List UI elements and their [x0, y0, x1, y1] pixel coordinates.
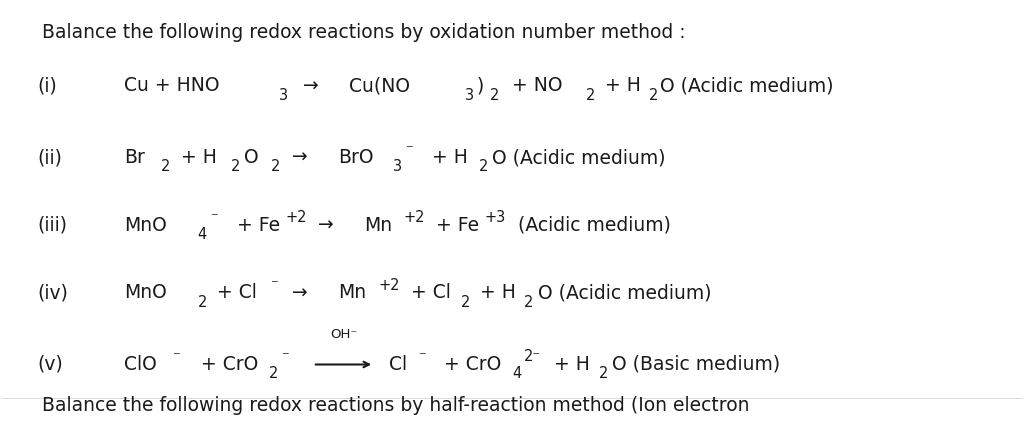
Text: O (Acidic medium): O (Acidic medium): [660, 76, 834, 95]
Text: 2: 2: [198, 295, 207, 309]
Text: 2: 2: [599, 366, 608, 381]
Text: + Fe: + Fe: [430, 215, 479, 235]
Text: +2: +2: [403, 210, 425, 225]
Text: Cu(NO: Cu(NO: [348, 76, 410, 95]
Text: OH⁻: OH⁻: [330, 328, 357, 341]
Text: Balance the following redox reactions by half-reaction method (Ion electron: Balance the following redox reactions by…: [42, 396, 750, 415]
Text: →: →: [318, 215, 334, 235]
Text: 2: 2: [586, 88, 595, 102]
Text: ⁻: ⁻: [210, 210, 217, 225]
Text: (ii): (ii): [37, 148, 62, 167]
Text: ⁻: ⁻: [404, 142, 413, 158]
Text: →: →: [293, 283, 308, 302]
Text: ClO: ClO: [124, 355, 157, 374]
Text: + H: + H: [426, 148, 468, 167]
Text: ⁻: ⁻: [172, 349, 179, 364]
Text: + H: + H: [599, 76, 641, 95]
Text: O (Acidic medium): O (Acidic medium): [538, 283, 711, 302]
Text: +3: +3: [484, 210, 506, 225]
Text: 2: 2: [524, 295, 534, 309]
Text: 2: 2: [489, 88, 499, 102]
Text: 2: 2: [231, 159, 241, 174]
Text: Cu + HNO: Cu + HNO: [124, 76, 219, 95]
Text: + H: + H: [175, 148, 217, 167]
Text: BrO: BrO: [338, 148, 374, 167]
Text: + Cl: + Cl: [404, 283, 451, 302]
Text: MnO: MnO: [124, 215, 167, 235]
Text: 4: 4: [512, 366, 521, 381]
Text: +2: +2: [378, 278, 399, 293]
Text: 2: 2: [269, 366, 279, 381]
Text: Balance the following redox reactions by oxidation number method :: Balance the following redox reactions by…: [42, 23, 686, 42]
Text: ): ): [476, 76, 483, 95]
Text: →: →: [303, 76, 318, 95]
Text: MnO: MnO: [124, 283, 167, 302]
Text: (v): (v): [37, 355, 62, 374]
Text: →: →: [293, 148, 308, 167]
Text: Mn: Mn: [364, 215, 392, 235]
Text: 3: 3: [280, 88, 289, 102]
Text: + CrO: + CrO: [438, 355, 502, 374]
Text: (iv): (iv): [37, 283, 68, 302]
Text: 4: 4: [198, 227, 207, 242]
Text: Mn: Mn: [338, 283, 367, 302]
Text: ⁻: ⁻: [282, 349, 289, 364]
Text: O (Acidic medium): O (Acidic medium): [492, 148, 665, 167]
Text: + CrO: + CrO: [196, 355, 259, 374]
Text: O: O: [245, 148, 259, 167]
Text: O (Basic medium): O (Basic medium): [612, 355, 780, 374]
Text: ⁻: ⁻: [270, 278, 278, 293]
Text: 2: 2: [161, 159, 170, 174]
Text: 3: 3: [392, 159, 401, 174]
Text: 2⁻: 2⁻: [524, 349, 542, 364]
Text: +2: +2: [286, 210, 307, 225]
Text: 3: 3: [465, 88, 474, 102]
Text: Br: Br: [124, 148, 144, 167]
Text: Cl: Cl: [389, 355, 408, 374]
Text: 2: 2: [479, 159, 488, 174]
Text: + Cl: + Cl: [211, 283, 257, 302]
Text: (i): (i): [37, 76, 57, 95]
Text: + H: + H: [548, 355, 590, 374]
Text: 2: 2: [271, 159, 281, 174]
Text: ⁻: ⁻: [418, 349, 426, 364]
Text: 2: 2: [649, 88, 658, 102]
Text: 2: 2: [461, 295, 470, 309]
Text: + H: + H: [474, 283, 516, 302]
Text: + Fe: + Fe: [231, 215, 281, 235]
Text: (iii): (iii): [37, 215, 68, 235]
Text: + NO: + NO: [506, 76, 562, 95]
Text: (Acidic medium): (Acidic medium): [512, 215, 671, 235]
